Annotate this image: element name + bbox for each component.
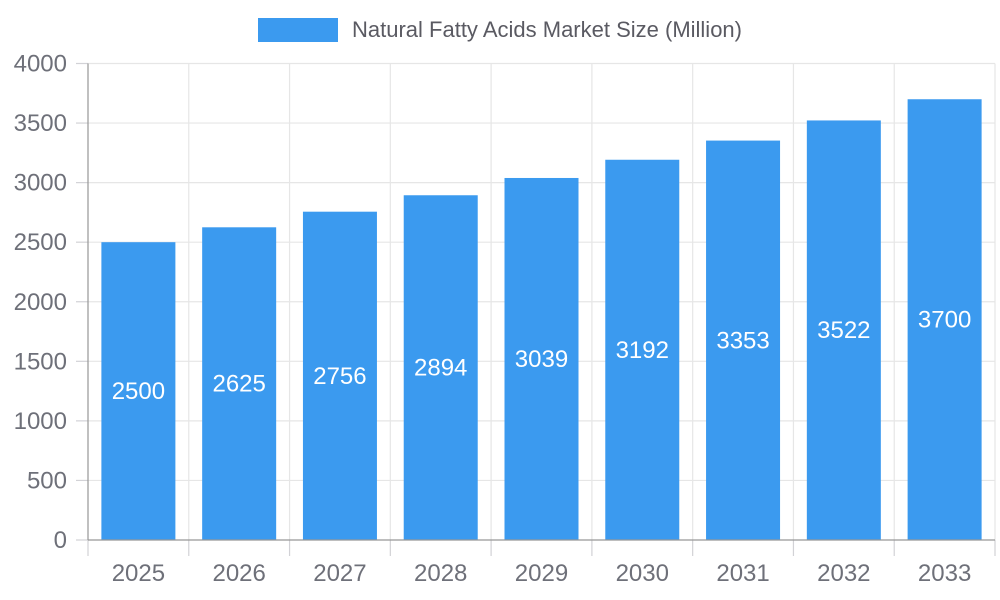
legend-label: Natural Fatty Acids Market Size (Million…	[352, 17, 742, 42]
y-axis-label: 4000	[14, 51, 67, 78]
bar-value-label: 2894	[414, 355, 467, 382]
y-axis-label: 2500	[14, 229, 67, 256]
y-axis-label: 2000	[14, 289, 67, 316]
bar-value-label: 3522	[817, 317, 870, 344]
x-axis-label: 2027	[313, 560, 366, 587]
bar-value-label: 3353	[716, 327, 769, 354]
x-axis-label: 2032	[817, 560, 870, 587]
legend-swatch	[258, 18, 338, 42]
bar-value-label: 3192	[616, 337, 669, 364]
bar-value-label: 2625	[212, 371, 265, 398]
bar-value-label: 3039	[515, 346, 568, 373]
y-axis-label: 0	[54, 527, 67, 554]
bar	[605, 159, 680, 541]
bar	[504, 177, 579, 540]
bar	[202, 227, 277, 540]
bar-value-label: 2756	[313, 363, 366, 390]
x-axis-label: 2028	[414, 560, 467, 587]
x-axis-label: 2030	[616, 560, 669, 587]
y-axis-label: 3500	[14, 110, 67, 137]
x-axis-label: 2031	[716, 560, 769, 587]
bar-value-label: 2500	[112, 378, 165, 405]
y-axis-label: 3000	[14, 170, 67, 197]
y-axis-label: 1000	[14, 408, 67, 435]
bar	[101, 242, 176, 540]
x-axis-label: 2025	[112, 560, 165, 587]
bar	[706, 140, 781, 541]
y-axis-label: 1500	[14, 348, 67, 375]
bar-value-label: 3700	[918, 307, 971, 334]
x-axis-label: 2033	[918, 560, 971, 587]
bar	[907, 99, 982, 541]
bar	[302, 211, 377, 540]
legend-item[interactable]: Natural Fatty Acids Market Size (Million…	[0, 16, 1000, 44]
y-axis-label: 500	[27, 467, 67, 494]
x-axis-label: 2026	[212, 560, 265, 587]
bar	[403, 195, 478, 540]
x-axis-label: 2029	[515, 560, 568, 587]
bar	[806, 120, 881, 541]
